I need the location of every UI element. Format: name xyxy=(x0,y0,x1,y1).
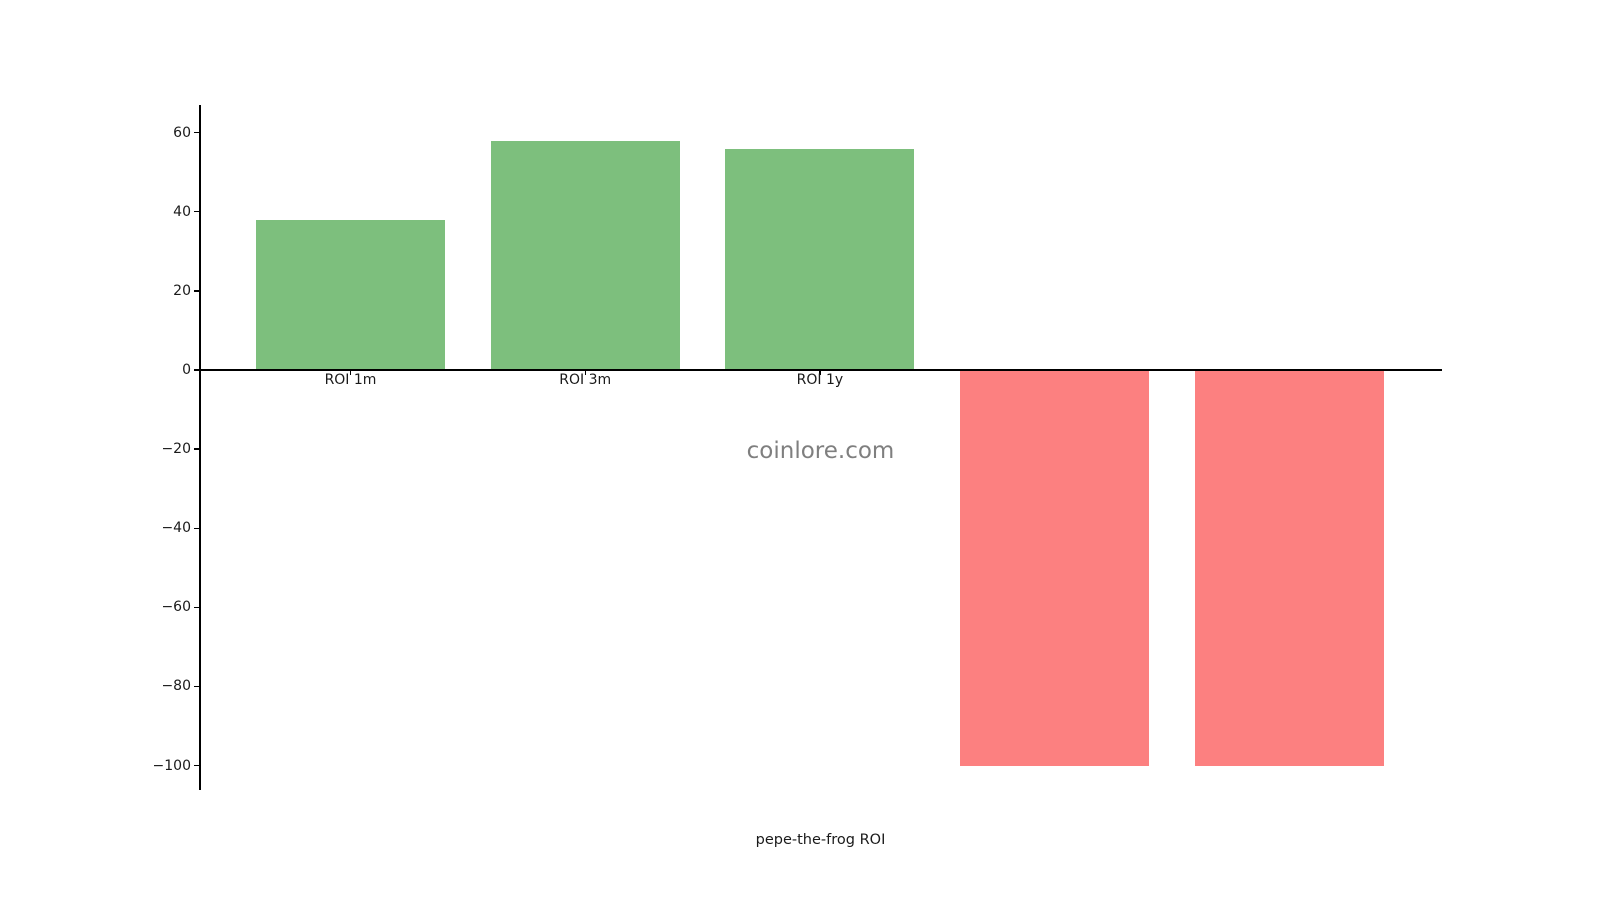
y-tick-mark-40 xyxy=(194,211,199,213)
y-tick-label--20: −20 xyxy=(161,441,191,458)
x-axis-zero-line xyxy=(199,369,1442,371)
x-tick-mark-3 xyxy=(819,370,821,375)
y-tick-label--80: −80 xyxy=(161,678,191,695)
bar-roi-3m xyxy=(490,140,680,370)
y-tick-label-60: 60 xyxy=(173,124,191,141)
x-tick-mark-2 xyxy=(584,370,586,375)
x-tick-label-roi-1m: ROI 1m xyxy=(324,372,377,388)
x-tick-mark-1 xyxy=(349,370,352,375)
bar-roi-1y xyxy=(725,148,915,370)
y-tick-label--60: −60 xyxy=(161,599,191,616)
y-tick-mark--20 xyxy=(194,448,199,450)
y-tick-mark--40 xyxy=(194,527,199,529)
bar-unlabeled-5 xyxy=(1194,370,1384,766)
y-tick-mark--80 xyxy=(194,685,199,688)
y-tick-mark--60 xyxy=(194,606,199,608)
x-tick-label-roi-3m: ROI 3m xyxy=(559,372,612,388)
x-tick-label-roi-1y: ROI 1y xyxy=(796,372,844,388)
y-tick-mark-20 xyxy=(194,290,199,292)
y-tick-label-40: 40 xyxy=(173,203,191,220)
y-tick-mark-0 xyxy=(194,369,199,371)
y-tick-label--40: −40 xyxy=(161,520,191,537)
y-tick-mark-60 xyxy=(194,132,199,134)
watermark-text: coinlore.com xyxy=(746,438,895,464)
y-tick-label-20: 20 xyxy=(173,282,191,299)
bar-unlabeled-4 xyxy=(960,370,1150,766)
y-tick-mark--100 xyxy=(194,764,199,767)
chart-xlabel: pepe-the-frog ROI xyxy=(755,832,886,848)
bar-roi-1m xyxy=(256,219,445,370)
y-tick-label--100: −100 xyxy=(152,757,191,774)
y-tick-label-0: 0 xyxy=(182,362,191,378)
y-axis-spine xyxy=(199,105,201,790)
